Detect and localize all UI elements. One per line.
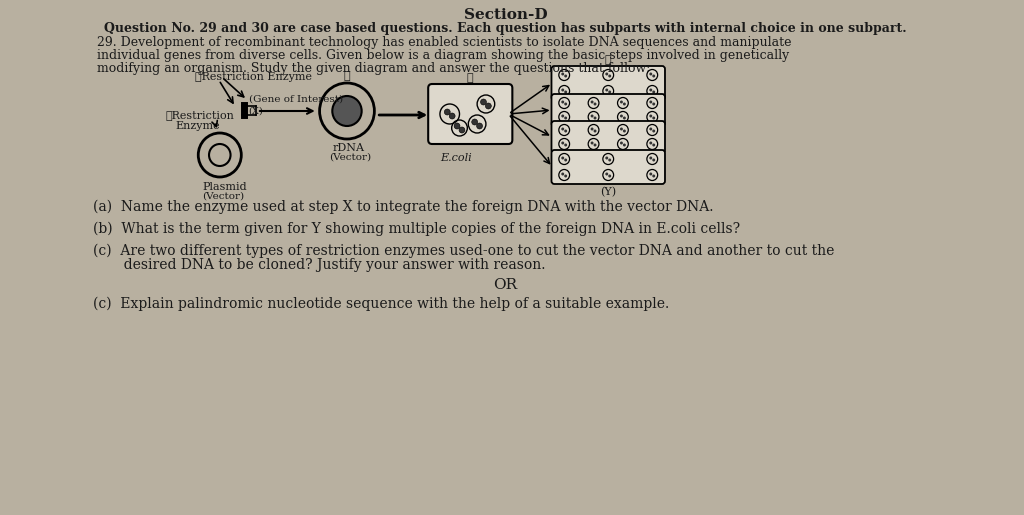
Circle shape (561, 114, 564, 117)
Circle shape (608, 75, 611, 77)
Circle shape (623, 116, 626, 119)
Text: (Y): (Y) (600, 187, 616, 197)
Circle shape (605, 89, 608, 92)
Circle shape (485, 103, 492, 109)
Text: E.coli: E.coli (440, 153, 472, 163)
Circle shape (608, 175, 611, 178)
Circle shape (620, 114, 623, 117)
Text: desired DNA to be cloned? Justify your answer with reason.: desired DNA to be cloned? Justify your a… (92, 258, 545, 272)
Text: Plasmid: Plasmid (202, 182, 247, 192)
Circle shape (564, 102, 567, 106)
Circle shape (594, 102, 597, 106)
Text: ②Restriction: ②Restriction (166, 110, 234, 120)
Text: ①Restriction Enzyme: ①Restriction Enzyme (196, 72, 312, 82)
Circle shape (620, 100, 623, 104)
Circle shape (620, 128, 623, 130)
Circle shape (594, 116, 597, 119)
FancyBboxPatch shape (428, 84, 512, 144)
Circle shape (564, 116, 567, 119)
Circle shape (591, 128, 594, 130)
Circle shape (623, 102, 626, 106)
Circle shape (652, 129, 655, 132)
Text: modifying an organism. Study the given diagram and answer the questions that fol: modifying an organism. Study the given d… (97, 62, 651, 75)
Text: ④: ④ (467, 73, 473, 83)
Circle shape (450, 113, 455, 119)
Text: OR: OR (494, 278, 517, 292)
Circle shape (620, 142, 623, 145)
Circle shape (480, 99, 486, 105)
Text: (c)  Explain palindromic nucleotide sequence with the help of a suitable example: (c) Explain palindromic nucleotide seque… (92, 297, 669, 312)
Circle shape (564, 144, 567, 146)
Text: 29. Development of recombinant technology has enabled scientists to isolate DNA : 29. Development of recombinant technolog… (97, 36, 792, 49)
Text: (c)  Are two different types of restriction enzymes used-one to cut the vector D: (c) Are two different types of restricti… (92, 244, 834, 259)
Circle shape (649, 142, 652, 145)
Circle shape (564, 75, 567, 77)
Text: (Vector): (Vector) (202, 192, 245, 201)
FancyBboxPatch shape (552, 150, 665, 184)
Circle shape (454, 123, 460, 129)
Circle shape (591, 114, 594, 117)
Text: rDNA: rDNA (333, 143, 365, 153)
FancyBboxPatch shape (552, 94, 665, 126)
Circle shape (649, 114, 652, 117)
Circle shape (564, 159, 567, 162)
Circle shape (564, 175, 567, 178)
Circle shape (561, 73, 564, 76)
Circle shape (652, 175, 655, 178)
Circle shape (652, 144, 655, 146)
Circle shape (605, 157, 608, 160)
Text: (X): (X) (248, 107, 263, 116)
Circle shape (652, 91, 655, 94)
Circle shape (649, 73, 652, 76)
Circle shape (561, 142, 564, 145)
Text: (a)  Name the enzyme used at step X to integrate the foreign DNA with the vector: (a) Name the enzyme used at step X to in… (92, 200, 713, 214)
Circle shape (649, 173, 652, 176)
Circle shape (608, 159, 611, 162)
Circle shape (623, 144, 626, 146)
Circle shape (561, 173, 564, 176)
Circle shape (652, 159, 655, 162)
Text: Question No. 29 and 30 are case based questions. Each question has subparts with: Question No. 29 and 30 are case based qu… (104, 22, 907, 35)
Circle shape (476, 123, 482, 129)
Text: (Gene of Interest): (Gene of Interest) (249, 95, 343, 104)
Circle shape (649, 89, 652, 92)
Text: ③: ③ (344, 71, 350, 81)
Circle shape (459, 127, 465, 133)
Circle shape (608, 91, 611, 94)
Circle shape (594, 144, 597, 146)
Circle shape (623, 129, 626, 132)
Circle shape (591, 142, 594, 145)
Text: ⑤: ⑤ (605, 55, 611, 65)
Circle shape (444, 109, 451, 115)
Circle shape (333, 96, 361, 126)
Circle shape (652, 116, 655, 119)
Text: (Vector): (Vector) (330, 153, 372, 162)
Text: (b)  What is the term given for Y showing multiple copies of the foreign DNA in : (b) What is the term given for Y showing… (92, 222, 739, 236)
Circle shape (561, 128, 564, 130)
Circle shape (605, 173, 608, 176)
Circle shape (561, 157, 564, 160)
Circle shape (561, 100, 564, 104)
Text: Enzyme: Enzyme (176, 121, 220, 131)
Circle shape (594, 129, 597, 132)
Circle shape (652, 102, 655, 106)
Circle shape (561, 89, 564, 92)
Circle shape (649, 157, 652, 160)
Circle shape (649, 100, 652, 104)
Text: Section-D: Section-D (464, 8, 547, 22)
FancyBboxPatch shape (552, 66, 665, 100)
Circle shape (605, 73, 608, 76)
Circle shape (652, 75, 655, 77)
Circle shape (591, 100, 594, 104)
Circle shape (472, 119, 477, 125)
Circle shape (564, 91, 567, 94)
FancyBboxPatch shape (552, 121, 665, 153)
Circle shape (564, 129, 567, 132)
Circle shape (649, 128, 652, 130)
Text: individual genes from diverse cells. Given below is a diagram showing the basic : individual genes from diverse cells. Giv… (97, 49, 790, 62)
